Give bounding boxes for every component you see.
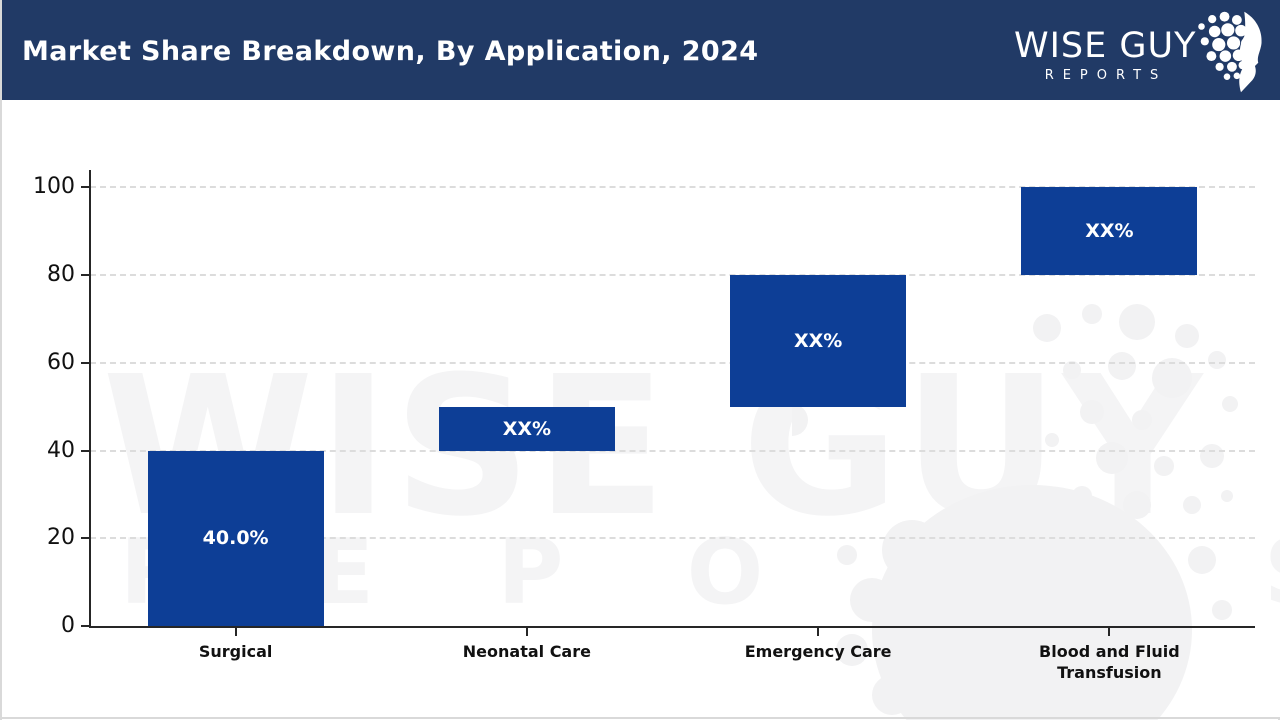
bar-value-label: XX% (1085, 220, 1134, 243)
gridline-100 (90, 186, 1255, 189)
logo-wordmark: WISE GUY (1014, 26, 1197, 66)
x-tick-2 (817, 628, 820, 636)
y-tick-20 (81, 537, 89, 540)
y-tick-label-40: 40 (47, 437, 75, 463)
gridline-40 (90, 449, 1255, 452)
x-tick-3 (1108, 628, 1111, 636)
title-bar: Market Share Breakdown, By Application, … (2, 0, 1280, 100)
logo-subtitle: REPORTS (1044, 68, 1168, 83)
x-axis-label-1: Neonatal Care (462, 642, 591, 661)
y-axis-spine (89, 170, 91, 628)
y-tick-100 (81, 186, 89, 189)
wise-guy-reports-logo: WISE GUY REPORTS (1014, 8, 1264, 94)
bar-surgical (147, 450, 324, 626)
bar-emergency-care (730, 275, 907, 407)
bar-neonatal-care (438, 406, 615, 451)
bar-blood-and-fluid-transfusion (1021, 187, 1198, 276)
watermark-head-dots (792, 304, 1238, 720)
bar-value-label: XX% (793, 329, 843, 352)
x-axis-label-2: Emergency Care (744, 642, 892, 661)
gridline-20 (90, 537, 1255, 540)
gridline-80 (90, 274, 1255, 277)
x-axis-spine (89, 626, 1255, 628)
logo-text: WISE GUY REPORTS (1014, 26, 1197, 83)
bar-value-label: 40.0% (202, 527, 269, 550)
gridline-60 (90, 361, 1255, 364)
x-tick-0 (234, 628, 237, 636)
bar-value-label: XX% (502, 417, 552, 440)
y-tick-label-100: 100 (33, 174, 75, 200)
dotted-head-icon (1198, 11, 1262, 93)
bottom-divider (2, 717, 1278, 719)
y-tick-60 (81, 361, 89, 364)
x-axis-label-3: Blood and Fluid Transfusion (1039, 642, 1180, 682)
y-tick-0 (81, 625, 89, 627)
x-tick-1 (525, 628, 528, 636)
y-tick-label-20: 20 (47, 525, 75, 551)
y-tick-label-0: 0 (61, 613, 75, 638)
y-tick-label-80: 80 (47, 262, 75, 288)
page-title: Market Share Breakdown, By Application, … (22, 36, 759, 67)
x-axis-label-0: Surgical (198, 642, 273, 661)
y-tick-label-60: 60 (47, 349, 75, 375)
y-tick-80 (81, 274, 89, 277)
y-tick-40 (81, 449, 89, 452)
